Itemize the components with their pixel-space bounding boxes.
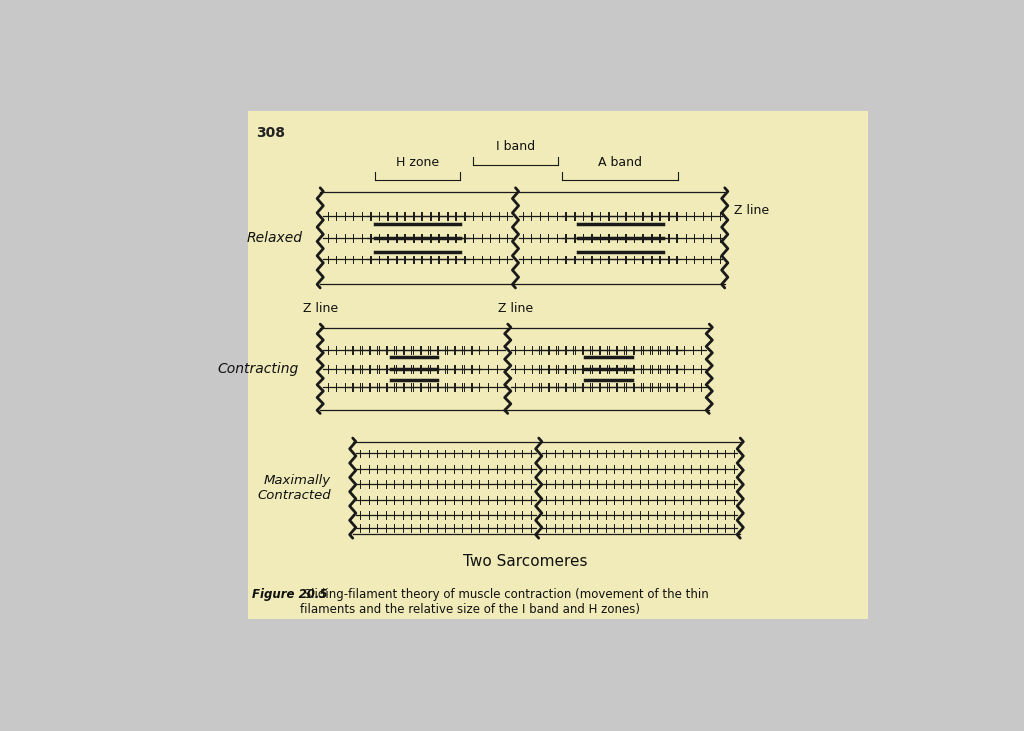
Text: 308: 308 — [256, 126, 285, 140]
Text: Figure 20.5: Figure 20.5 — [252, 588, 328, 601]
Bar — [248, 111, 868, 619]
Text: Maximally
Contracted: Maximally Contracted — [257, 474, 331, 502]
Text: Z line: Z line — [734, 205, 769, 217]
Text: Contracting: Contracting — [217, 362, 299, 376]
Text: I band: I band — [496, 140, 536, 154]
Text: H zone: H zone — [396, 156, 439, 169]
Text: Z line: Z line — [303, 302, 338, 315]
Text: A band: A band — [598, 156, 642, 169]
Text: Sliding-filament theory of muscle contraction (movement of the thin
filaments an: Sliding-filament theory of muscle contra… — [300, 588, 709, 616]
Text: Relaxed: Relaxed — [247, 231, 302, 245]
Text: Z line: Z line — [498, 302, 534, 315]
Text: Two Sarcomeres: Two Sarcomeres — [463, 554, 587, 569]
